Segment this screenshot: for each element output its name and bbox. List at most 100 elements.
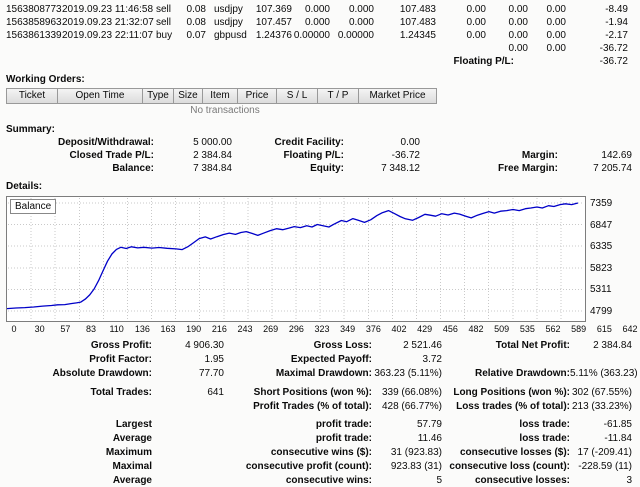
working-orders-title: Working Orders: [6, 74, 85, 85]
wo-column-header-t-p[interactable]: T / P [317, 88, 359, 104]
chart-x-tick-label: 562 [545, 324, 561, 334]
stats-label: Gross Loss: [313, 340, 372, 351]
stats-row: Gross Profit: 4 906.30 Gross Loss: 2 521.46… [0, 339, 640, 352]
wo-column-header-item[interactable]: Item [202, 88, 238, 104]
trade-row[interactable]: 1563858963 2019.09.23 21:32:07 sell 0.08 usd… [0, 16, 640, 29]
stats-value: 11.46 [417, 433, 442, 444]
stats-value [152, 418, 224, 431]
chart-x-tick-label: 509 [494, 324, 510, 334]
wo-column-header-type[interactable]: Type [142, 88, 174, 104]
summary-table: Deposit/Withdrawal: 5 000.00 Credit Facili… [0, 136, 640, 175]
trade-cell-open_time: 2019.09.23 11:46:58 [62, 4, 154, 15]
trade-cell-size: 0.07 [186, 30, 206, 41]
stats-label: Gross Profit: [90, 340, 152, 351]
stats-label: Short Positions (won %): [253, 387, 372, 398]
summary-value: 2 384.84 [193, 150, 232, 161]
wo-column-header-market-price[interactable]: Market Price [358, 88, 437, 104]
stats-row: Largest profit trade: 57.79 loss trade: -61.… [0, 418, 640, 431]
trade-cell-profit: -8.49 [605, 4, 628, 15]
stats-value [152, 432, 224, 445]
summary-row: Closed Trade P/L: 2 384.84 Floating P/L: -3… [0, 149, 640, 162]
trade-cell-price: 1.24376 [255, 30, 292, 41]
trade-cell-market_price: 107.483 [399, 17, 436, 28]
stats-value: 77.70 [198, 368, 224, 379]
stats-value: 923.83 (31) [390, 461, 442, 472]
stats-value: 3.72 [422, 354, 442, 365]
summary-value: 142.69 [601, 150, 632, 161]
wo-column-header-open-time[interactable]: Open Time [57, 88, 143, 104]
stats-row: Maximal consecutive profit (count): 923.83… [0, 460, 640, 473]
trade-row[interactable]: 1563808773 2019.09.23 11:46:58 sell 0.08 usd… [0, 3, 640, 16]
totals-cell-taxes: 0.00 [508, 43, 528, 54]
stats-label: Loss trades (% of total): [456, 401, 570, 412]
totals-cell-swap: 0.00 [546, 43, 566, 54]
stats-value: 4 906.30 [185, 340, 224, 351]
trade-cell-open_time: 2019.09.23 22:11:07 [62, 30, 154, 41]
stats-value: 302 (67.55%) [571, 387, 632, 398]
summary-value: 7 205.74 [593, 163, 632, 174]
stats-value: 57.79 [416, 419, 442, 430]
balance-chart: 4799 5311 5823 6335 6847 7359 Balance [6, 196, 640, 322]
totals-cell-tp [330, 42, 374, 55]
trade-cell-profit: -2.17 [605, 30, 628, 41]
stats-row: Profit Factor: 1.95 Expected Payoff: 3.72 [0, 353, 640, 366]
trade-cell-price: 107.457 [255, 17, 292, 28]
stats-label: consecutive losses: [474, 475, 570, 486]
floating-pl-label: Floating P/L: [453, 56, 514, 67]
chart-x-tick-label: 216 [211, 324, 227, 334]
stats-label: Average [112, 433, 152, 444]
summary-label: Margin: [521, 150, 558, 161]
totals-cell-commission [436, 42, 486, 55]
trades-totals-row: 0.00 0.00 -36.72 [0, 42, 640, 55]
trade-cell-type: sell [156, 17, 172, 28]
totals-cell-ticket [6, 42, 62, 55]
wo-column-header-size[interactable]: Size [173, 88, 203, 104]
trade-cell-commission: 0.00 [466, 4, 486, 15]
chart-x-tick-label: 0 [11, 324, 17, 334]
summary-label: Deposit/Withdrawal: [57, 137, 154, 148]
stats-row: Absolute Drawdown: 77.70 Maximal Drawdown:… [0, 367, 640, 380]
trade-cell-sl: 0.00000 [293, 30, 330, 41]
stats-row: Average profit trade: 11.46 loss trade: -11.… [0, 432, 640, 445]
trade-cell-swap: 0.00 [546, 17, 566, 28]
stats-value: 363.23 (5.11%) [374, 368, 442, 379]
trade-cell-market_price: 1.24345 [399, 30, 436, 41]
totals-cell-item [206, 42, 246, 55]
summary-label: Balance: [112, 163, 154, 174]
trade-cell-open_time: 2019.09.23 21:32:07 [62, 17, 154, 28]
trade-cell-tp: 0.000 [348, 4, 374, 15]
stats-label: consecutive loss (count): [449, 461, 570, 472]
stats-label [442, 353, 570, 366]
summary-value [558, 136, 632, 149]
trade-row[interactable]: 1563861339 2019.09.23 22:11:07 buy 0.07 gbpu… [0, 29, 640, 42]
summary-row: Balance: 7 384.84 Equity: 7 348.12 Free Marg… [0, 162, 640, 175]
chart-x-axis: 0 30 57 83 110 136 163 190 216 243 269 296 323 349 376… [0, 324, 640, 336]
summary-row: Deposit/Withdrawal: 5 000.00 Credit Facili… [0, 136, 640, 149]
stats-label: consecutive profit (count): [245, 461, 372, 472]
chart-x-tick-label: 269 [263, 324, 279, 334]
summary-value: 7 384.84 [193, 163, 232, 174]
trade-cell-taxes: 0.00 [508, 17, 528, 28]
wo-column-header-price[interactable]: Price [237, 88, 277, 104]
wo-column-header-ticket[interactable]: Ticket [6, 88, 58, 104]
stats-row: Total Trades: 641 Short Positions (won %):… [0, 386, 640, 399]
floating-pl-value: -36.72 [599, 56, 628, 67]
stats-value: 2 521.46 [403, 340, 442, 351]
chart-x-tick-label: 136 [134, 324, 150, 334]
totals-cell-sl [292, 42, 330, 55]
stats-value: 339 (66.08%) [381, 387, 442, 398]
chart-legend: Balance [10, 199, 57, 214]
wo-column-header-s-l[interactable]: S / L [276, 88, 318, 104]
stats-value: 17 (-209.41) [577, 447, 632, 458]
stats-value [570, 353, 632, 366]
trade-cell-market_price: 107.483 [399, 4, 436, 15]
stats-label: Relative Drawdown: [474, 368, 570, 379]
statistics-table: Gross Profit: 4 906.30 Gross Loss: 2 521.46… [0, 339, 640, 487]
totals-cell-market_price [374, 42, 436, 55]
stats-label: Long Positions (won %): [453, 387, 570, 398]
stats-label: Expected Payoff: [290, 354, 372, 365]
trade-cell-swap: 0.00 [546, 30, 566, 41]
stats-value: -228.59 (11) [578, 461, 632, 472]
stats-label: Average [112, 475, 152, 486]
